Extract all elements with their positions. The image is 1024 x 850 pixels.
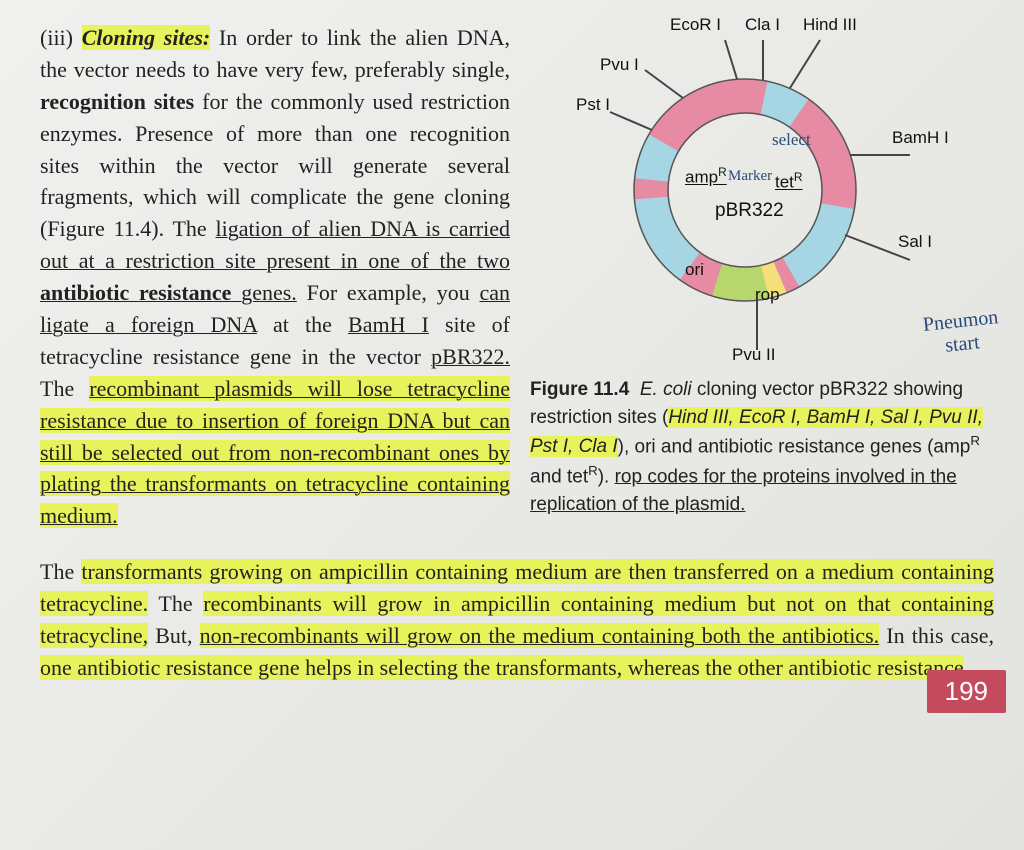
label-pvuii: Pvu II xyxy=(732,345,775,365)
figure-caption: Figure 11.4 E. coli cloning vector pBR32… xyxy=(530,376,994,518)
label-bamhi: BamH I xyxy=(892,128,949,148)
label-ampr: ampR xyxy=(685,165,727,188)
section-title: Cloning sites: xyxy=(82,25,211,50)
plasmid-svg xyxy=(530,0,960,370)
label-clai: Cla I xyxy=(745,15,780,35)
body-text-full: The transformants growing on ampicillin … xyxy=(40,556,994,684)
label-pbr322: pBR322 xyxy=(715,200,784,222)
label-rop: rop xyxy=(755,285,780,305)
handwritten-select: select xyxy=(772,130,811,150)
label-ecori: EcoR I xyxy=(670,15,721,35)
handwritten-note: Pneumon start xyxy=(922,306,1002,360)
label-psti: Pst I xyxy=(576,95,610,115)
body-text-col1: (iii) Cloning sites: In order to link th… xyxy=(40,22,510,532)
label-sali: Sal I xyxy=(898,232,932,252)
handwritten-marker: Marker xyxy=(728,168,772,185)
label-ori: ori xyxy=(685,260,704,280)
plasmid-diagram: EcoR I Cla I Hind III Pvu I Pst I BamH I… xyxy=(530,0,960,370)
label-tetr: tetR xyxy=(775,170,803,193)
section-number: (iii) xyxy=(40,25,73,50)
label-pvui: Pvu I xyxy=(600,55,639,75)
label-hindiii: Hind III xyxy=(803,15,857,35)
page-number: 199 xyxy=(927,670,1006,713)
